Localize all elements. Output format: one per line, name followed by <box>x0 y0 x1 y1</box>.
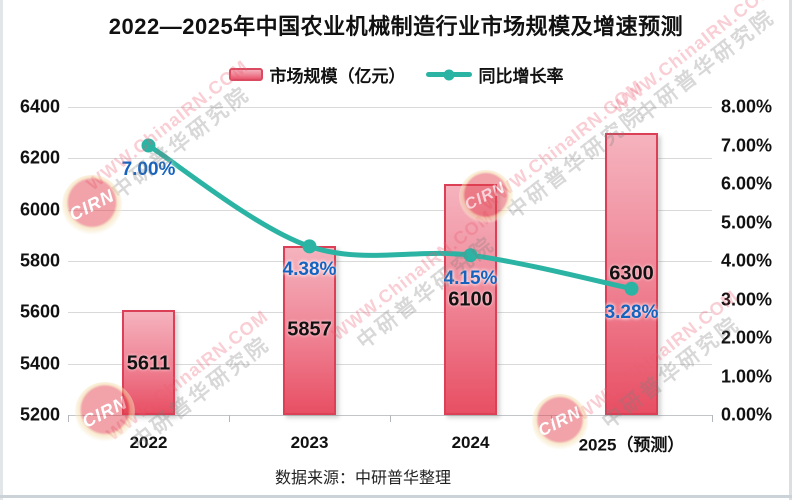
gridline <box>68 107 712 108</box>
x-axis-tick <box>68 415 69 422</box>
growth-rate-label: 3.28% <box>604 301 659 323</box>
y-axis-label-left: 5800 <box>19 250 60 271</box>
growth-rate-label: 7.00% <box>121 158 176 180</box>
y-axis-label-right: 0.00% <box>721 404 773 425</box>
bar-value-label: 5611 <box>126 352 171 374</box>
y-axis-label-left: 5600 <box>19 301 60 322</box>
gridline <box>68 312 712 314</box>
x-axis-label: 2025（预测） <box>578 435 685 455</box>
growth-rate-label: 4.15% <box>443 268 498 290</box>
y-axis-label-right: 5.00% <box>721 212 773 232</box>
legend-label-growth-rate: 同比增长率 <box>478 67 564 86</box>
x-axis-tick <box>551 415 552 422</box>
source-note: 数据来源：中研普华整理 <box>274 470 451 487</box>
bar-value-label: 6100 <box>448 288 493 311</box>
y-axis-label-left: 5200 <box>19 404 60 425</box>
y-axis-label-right: 1.00% <box>721 366 773 386</box>
y-axis-label-left: 6200 <box>19 147 60 168</box>
bar-value-label: 6300 <box>609 262 654 285</box>
bar-series-swatch <box>228 68 263 81</box>
line-marker-dot <box>443 69 454 80</box>
line-series-marker <box>425 69 472 80</box>
legend-item-growth-rate: 同比增长率 <box>425 62 564 87</box>
growth-line-path <box>146 143 634 292</box>
growth-point <box>141 138 156 153</box>
legend: 市场规模（亿元） 同比增长率 <box>0 62 792 87</box>
left-edge-border <box>0 0 3 500</box>
y-axis-label-right: 7.00% <box>721 135 773 155</box>
y-axis-label-left: 6000 <box>19 199 60 220</box>
x-axis-label: 2024 <box>451 433 490 452</box>
legend-label-market-size: 市场规模（亿元） <box>269 67 406 86</box>
x-axis-label: 2022 <box>129 433 168 452</box>
gridline <box>68 363 712 365</box>
y-axis-label-right: 4.00% <box>721 250 773 271</box>
x-axis-tick <box>229 415 230 422</box>
y-axis-label-right: 8.00% <box>721 96 773 117</box>
y-axis-label-right: 6.00% <box>721 173 773 194</box>
growth-rate-label: 4.38% <box>282 259 337 281</box>
y-axis-label-left: 5400 <box>19 353 60 374</box>
right-edge-border <box>789 0 792 500</box>
y-axis-label-left: 6400 <box>19 96 60 117</box>
y-axis-label-right: 2.00% <box>721 327 773 348</box>
legend-item-market-size: 市场规模（亿元） <box>228 62 406 87</box>
chart-title: 2022—2025年中国农业机械制造行业市场规模及增速预测 <box>108 14 684 39</box>
x-axis-tick <box>390 415 391 422</box>
bar <box>122 309 175 415</box>
x-axis-label: 2023 <box>290 433 329 452</box>
bottom-edge-border <box>0 495 792 498</box>
x-axis-tick <box>712 415 713 422</box>
bar-value-label: 5857 <box>287 318 332 341</box>
y-axis-label-right: 3.00% <box>721 289 773 309</box>
